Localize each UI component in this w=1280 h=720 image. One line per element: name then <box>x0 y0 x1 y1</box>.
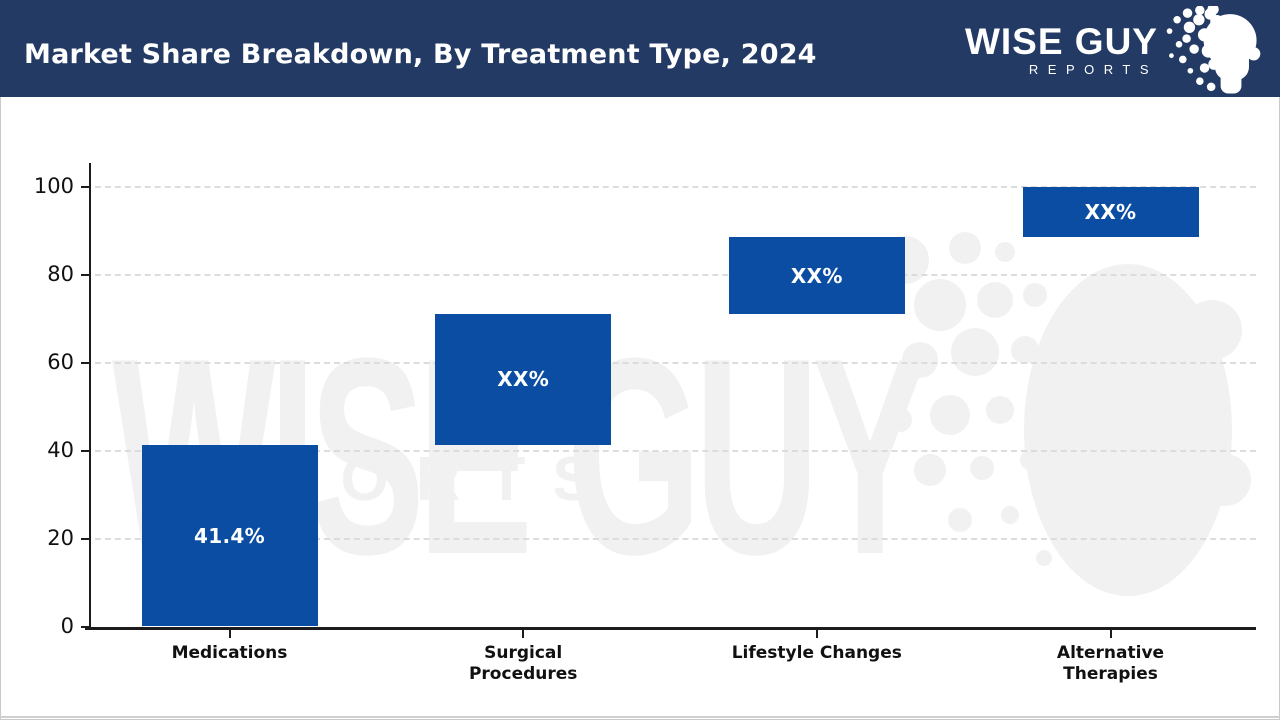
wiseguy-logo: WISE GUY REPORTS <box>964 5 1266 94</box>
header-banner: Market Share Breakdown, By Treatment Typ… <box>0 0 1280 97</box>
bar-value-label-lifestyle-changes: XX% <box>790 263 843 288</box>
gridline-40 <box>85 449 1256 452</box>
bar-alternative-therapies: XX% <box>1022 187 1199 238</box>
x-axis-spine <box>85 626 1256 630</box>
logo-wordmark-line1: WISE GUY <box>964 20 1158 62</box>
gridline-20 <box>85 537 1256 540</box>
x-tick-lifestyle-changes <box>815 629 818 638</box>
y-tick-label-40: 40 <box>47 437 74 462</box>
y-tick-label-60: 60 <box>47 349 74 374</box>
y-tick-label-20: 20 <box>47 525 74 550</box>
gridline-100 <box>85 186 1256 188</box>
gridline-60 <box>85 361 1256 364</box>
x-tick-label-surgical-procedures: Surgical Procedures <box>468 642 578 684</box>
x-tick-label-medications: Medications <box>171 642 288 663</box>
bar-value-label-alternative-therapies: XX% <box>1084 200 1137 225</box>
bar-surgical-procedures: XX% <box>435 314 612 445</box>
page-title: Market Share Breakdown, By Treatment Typ… <box>24 39 817 70</box>
y-tick-label-100: 100 <box>33 174 74 198</box>
x-tick-label-alternative-therapies: Alternative Therapies <box>1056 642 1165 684</box>
bar-value-label-surgical-procedures: XX% <box>497 367 550 392</box>
y-tick-label-80: 80 <box>47 261 74 286</box>
logo-head-icon <box>1166 5 1261 93</box>
x-tick-surgical-procedures <box>522 629 525 638</box>
x-tick-label-lifestyle-changes: Lifestyle Changes <box>731 642 902 663</box>
y-tick-60 <box>81 361 89 364</box>
logo-wordmark: WISE GUY REPORTS <box>964 20 1158 77</box>
bar-medications: 41.4% <box>141 444 318 627</box>
y-axis-spine <box>89 163 91 629</box>
x-tick-alternative-therapies <box>1109 629 1112 638</box>
y-tick-20 <box>81 537 89 540</box>
y-tick-100 <box>81 186 89 188</box>
bottom-divider <box>0 716 1280 718</box>
y-tick-80 <box>81 273 89 276</box>
y-tick-40 <box>81 449 89 452</box>
x-tick-medications <box>228 629 231 638</box>
y-tick-label-0: 0 <box>60 613 74 638</box>
logo-wordmark-line2: REPORTS <box>1028 61 1158 77</box>
bar-lifestyle-changes: XX% <box>728 237 905 315</box>
bar-value-label-medications: 41.4% <box>194 523 265 548</box>
chart-area: WISE GUY REPORTS 0 20 40 60 80 100 41.4% Medica… <box>0 97 1280 720</box>
gridline-80 <box>85 273 1256 276</box>
